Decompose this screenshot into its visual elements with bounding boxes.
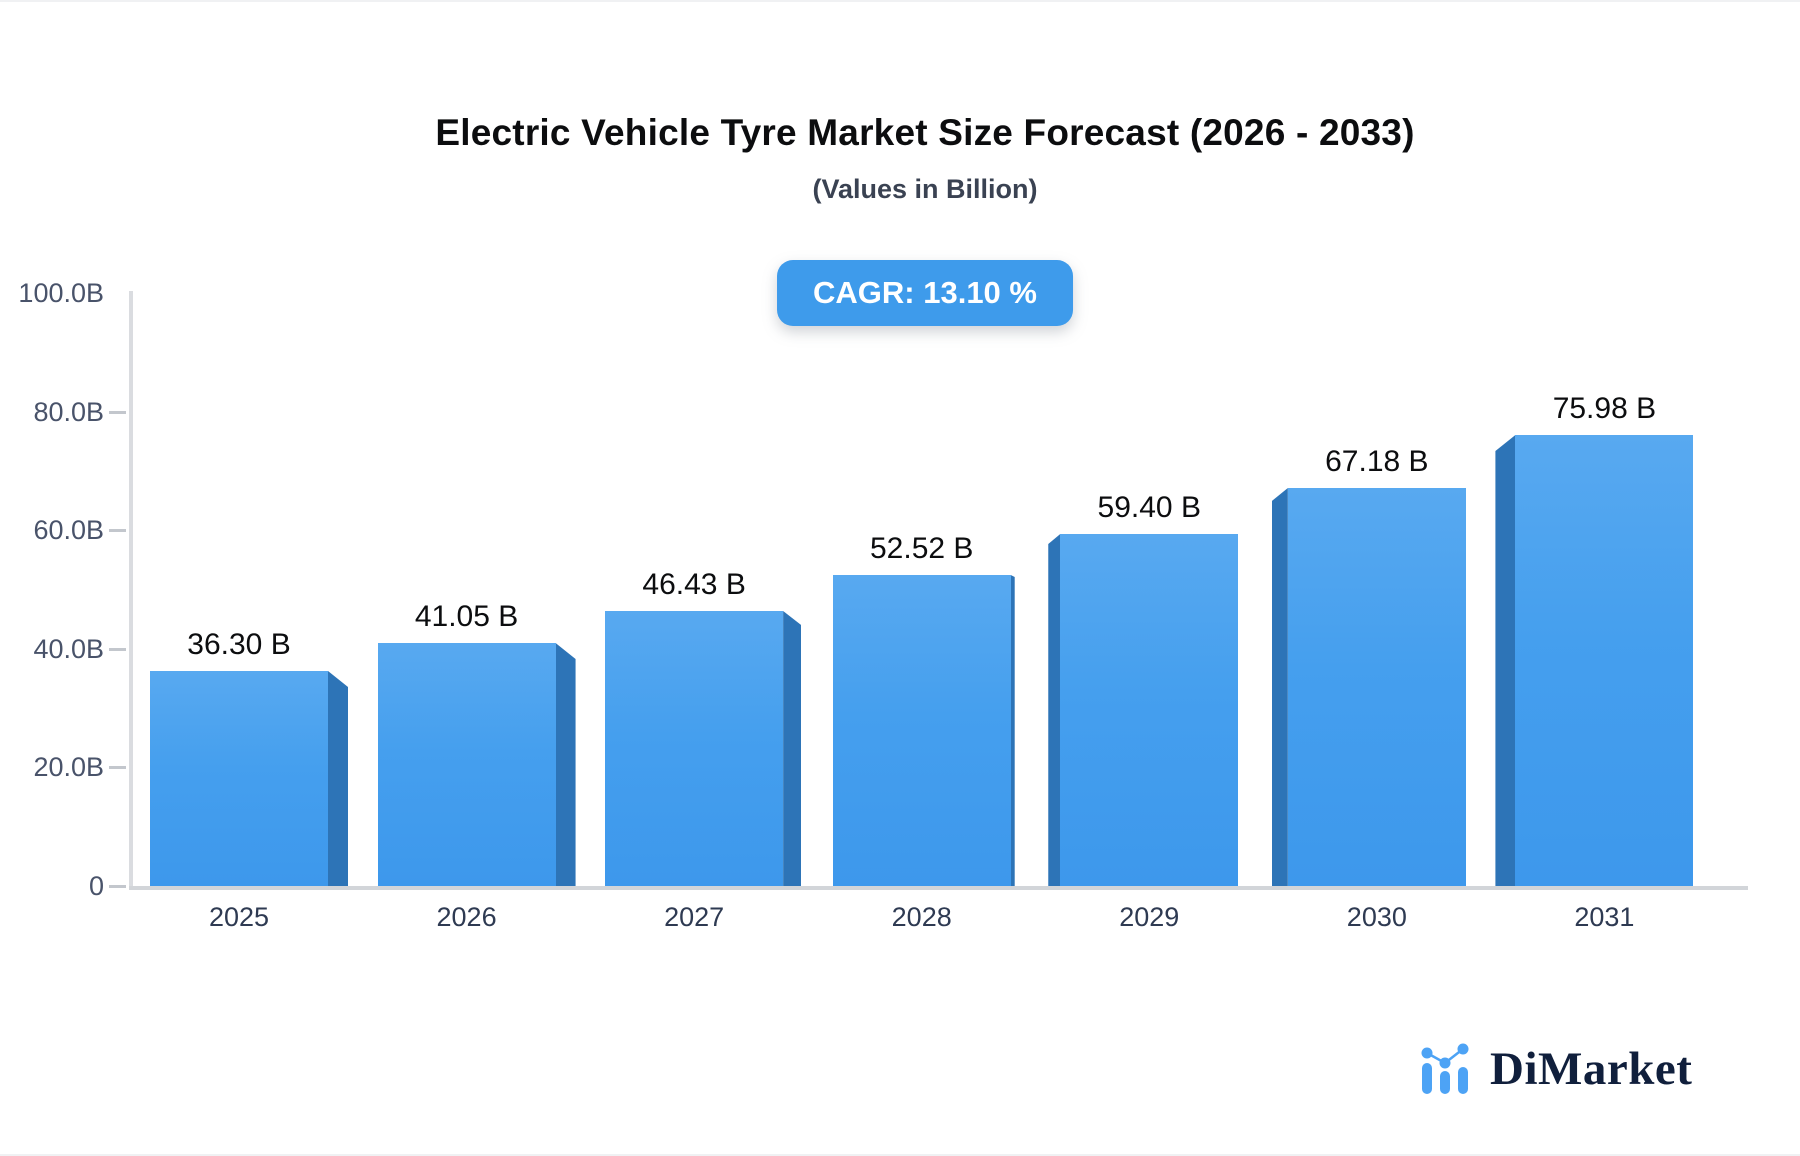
y-tick-dash — [109, 885, 126, 888]
mini-bar-chart-icon — [1420, 1042, 1476, 1094]
y-axis-line — [129, 291, 133, 888]
bar-side-face — [783, 611, 802, 886]
bar-face — [1287, 488, 1466, 886]
bar-side-face — [1010, 575, 1015, 886]
x-axis-line — [129, 886, 1748, 890]
dimarket-logo: DiMarket — [1420, 1042, 1692, 1094]
cagr-badge: CAGR: 13.10 % — [777, 260, 1073, 326]
chart-subtitle: (Values in Billion) — [812, 174, 1038, 204]
y-tick-dash — [109, 766, 126, 770]
x-label-2025: 2025 — [208, 902, 270, 932]
bar-2026[interactable]: 41.05 B — [377, 600, 576, 886]
chart-title: Electric Vehicle Tyre Market Size Foreca… — [435, 112, 1415, 153]
bar-value-label: 36.30 B — [187, 628, 291, 661]
bar-value-label: 46.43 B — [642, 568, 746, 601]
bar-2031[interactable]: 75.98 B — [1495, 392, 1694, 886]
y-tick-label-0: 0 — [88, 871, 104, 901]
y-tick-dash — [109, 647, 126, 651]
x-label-2027: 2027 — [664, 902, 725, 932]
bar-face — [1515, 435, 1694, 886]
bar-value-label: 52.52 B — [869, 532, 974, 565]
bar-2028[interactable]: 52.52 B — [832, 532, 1015, 886]
y-tick-dash — [109, 410, 126, 414]
bar-2027[interactable]: 46.43 B — [605, 568, 802, 886]
bar-face — [1060, 534, 1239, 886]
bar-face — [150, 671, 328, 886]
bar-face — [832, 575, 1011, 886]
y-tick-dash — [109, 529, 126, 533]
bar-face — [377, 643, 556, 886]
bar-side-face — [1495, 435, 1516, 886]
bar-2029[interactable]: 59.40 B — [1048, 491, 1239, 886]
bar-value-label: 41.05 B — [414, 600, 519, 633]
x-label-2030: 2030 — [1346, 902, 1407, 932]
y-tick-label-20: 20.0B — [33, 752, 104, 783]
bar-value-label: 75.98 B — [1552, 392, 1657, 425]
bar-side-face — [1271, 488, 1288, 886]
y-tick-label-100: 100.0B — [18, 278, 104, 308]
bar-side-face — [1048, 534, 1061, 886]
bar-value-label: 67.18 B — [1325, 445, 1429, 478]
x-label-2028: 2028 — [891, 902, 952, 932]
x-label-2026: 2026 — [436, 902, 497, 932]
bar-side-face — [328, 671, 348, 886]
x-label-2029: 2029 — [1119, 902, 1180, 932]
bar-face — [605, 611, 784, 886]
y-tick-label-80: 80.0B — [33, 396, 104, 427]
x-label-2031: 2031 — [1574, 902, 1635, 932]
bar-2030[interactable]: 67.18 B — [1271, 445, 1466, 886]
bar-value-label: 59.40 B — [1097, 491, 1201, 524]
bar-2025[interactable]: 36.30 B — [150, 628, 348, 886]
logo-text: DiMarket — [1490, 1043, 1693, 1095]
y-tick-label-40: 40.0B — [33, 633, 104, 664]
bar-side-face — [555, 643, 576, 886]
y-tick-label-60: 60.0B — [33, 515, 104, 546]
